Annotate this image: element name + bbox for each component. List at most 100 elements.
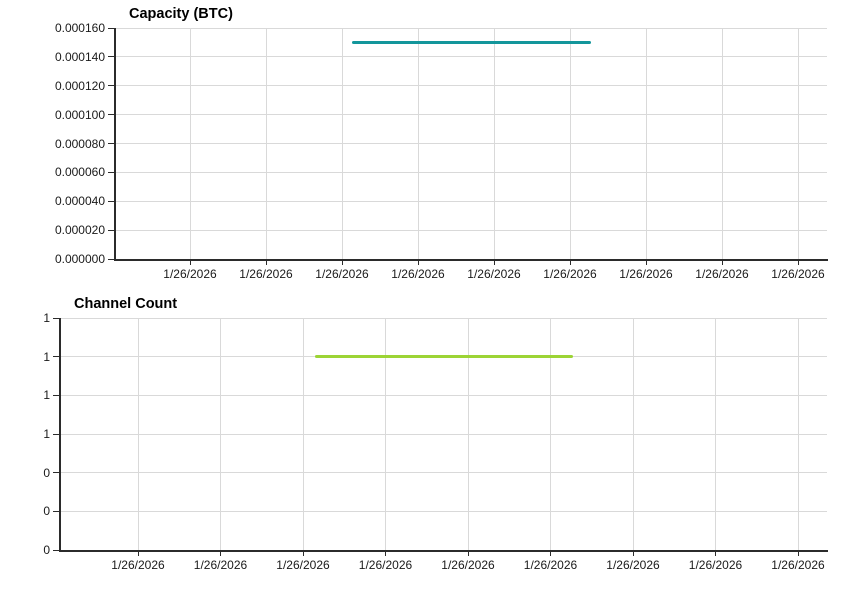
horizontal-gridline: [115, 171, 827, 173]
y-axis-tick-label: 0: [43, 504, 50, 519]
horizontal-gridline: [115, 200, 827, 202]
x-axis-tick-mark: [645, 259, 647, 265]
x-axis-tick-mark: [797, 550, 799, 556]
y-axis-tick-mark: [108, 114, 115, 116]
x-axis-tick-mark: [493, 259, 495, 265]
y-axis-line: [59, 318, 61, 551]
x-axis-tick-label: 1/26/2026: [619, 267, 673, 281]
vertical-gridline: [137, 318, 139, 550]
x-axis-line: [114, 259, 828, 261]
x-axis-tick-mark: [220, 550, 221, 556]
x-axis-tick-label: 1/26/2026: [239, 267, 293, 281]
x-axis-tick-label: 1/26/2026: [695, 267, 749, 281]
x-axis-tick-mark: [797, 259, 799, 265]
x-axis-tick-label: 1/26/2026: [358, 558, 413, 572]
y-axis-tick-mark: [108, 27, 115, 29]
x-axis-tick-mark: [632, 550, 634, 556]
y-axis-tick-label: 0.000020: [54, 223, 105, 238]
vertical-gridline: [220, 318, 221, 550]
y-axis-tick-label: 1: [43, 388, 50, 403]
y-axis-tick-label: 0.000120: [54, 78, 105, 93]
vertical-gridline: [189, 28, 191, 259]
y-axis-line: [114, 28, 116, 260]
x-axis-tick-mark: [302, 550, 304, 556]
y-axis-tick-mark: [108, 85, 115, 87]
y-axis-tick-label: 1: [43, 349, 50, 364]
x-axis-tick-label: 1/26/2026: [467, 267, 521, 281]
vertical-gridline: [569, 28, 571, 259]
horizontal-gridline: [115, 85, 827, 87]
horizontal-gridline: [60, 317, 827, 319]
y-axis-tick-mark: [53, 356, 60, 358]
horizontal-gridline: [115, 114, 827, 116]
x-axis-tick-label: 1/26/2026: [193, 558, 248, 572]
channel-count-chart-title: Channel Count: [74, 296, 178, 312]
x-axis-tick-label: 1/26/2026: [163, 267, 217, 281]
horizontal-gridline: [115, 143, 827, 144]
vertical-gridline: [385, 318, 386, 550]
x-axis-tick-mark: [467, 550, 469, 556]
y-axis-tick-label: 0.000100: [54, 107, 105, 122]
y-axis-tick-label: 0.000080: [54, 136, 105, 151]
vertical-gridline: [417, 28, 419, 259]
y-axis-tick-label: 0.000060: [54, 165, 105, 180]
x-axis-tick-label: 1/26/2026: [523, 558, 578, 572]
y-axis-tick-mark: [108, 171, 115, 173]
vertical-gridline: [467, 318, 469, 550]
vertical-gridline: [797, 28, 799, 259]
y-axis-tick-mark: [108, 258, 115, 260]
vertical-gridline: [645, 28, 647, 259]
x-axis-tick-mark: [341, 259, 343, 265]
y-axis-tick-label: 0.000040: [54, 194, 105, 209]
horizontal-gridline: [60, 433, 827, 435]
vertical-gridline: [715, 318, 716, 550]
y-axis-tick-label: 0.000000: [54, 252, 105, 266]
horizontal-gridline: [60, 394, 827, 396]
x-axis-line: [59, 550, 828, 552]
x-axis-tick-mark: [550, 550, 551, 556]
horizontal-gridline: [115, 27, 827, 29]
horizontal-gridline: [115, 56, 827, 58]
x-axis-tick-mark: [721, 259, 723, 265]
y-axis-tick-mark: [108, 200, 115, 202]
x-axis-tick-label: 1/26/2026: [543, 267, 597, 281]
y-axis-tick-mark: [108, 56, 115, 58]
x-axis-tick-label: 1/26/2026: [771, 558, 825, 572]
vertical-gridline: [341, 28, 343, 259]
x-axis-tick-label: 1/26/2026: [111, 558, 165, 572]
y-axis-tick-label: 0.000140: [54, 49, 105, 64]
y-axis-tick-label: 0.000160: [54, 21, 105, 35]
capacity-chart-title: Capacity (BTC): [129, 6, 233, 22]
x-axis-tick-label: 1/26/2026: [606, 558, 660, 572]
x-axis-tick-label: 1/26/2026: [771, 267, 825, 281]
horizontal-gridline: [115, 229, 827, 231]
vertical-gridline: [550, 318, 551, 550]
series-line-channel-count: [315, 355, 574, 359]
y-axis-tick-mark: [108, 143, 115, 144]
x-axis-tick-mark: [137, 550, 139, 556]
y-axis-tick-label: 0: [43, 543, 50, 557]
x-axis-tick-mark: [715, 550, 716, 556]
x-axis-tick-label: 1/26/2026: [276, 558, 330, 572]
horizontal-gridline: [60, 510, 827, 512]
vertical-gridline: [493, 28, 495, 259]
y-axis-tick-mark: [53, 549, 60, 551]
x-axis-tick-label: 1/26/2026: [688, 558, 743, 572]
y-axis-tick-mark: [53, 433, 60, 435]
vertical-gridline: [265, 28, 267, 259]
horizontal-gridline: [60, 472, 827, 474]
vertical-gridline: [797, 318, 799, 550]
x-axis-tick-mark: [385, 550, 386, 556]
y-axis-tick-label: 1: [43, 311, 50, 325]
x-axis-tick-label: 1/26/2026: [391, 267, 445, 281]
x-axis-tick-mark: [417, 259, 419, 265]
vertical-gridline: [721, 28, 723, 259]
x-axis-tick-mark: [569, 259, 571, 265]
y-axis-tick-mark: [53, 472, 60, 474]
x-axis-tick-mark: [265, 259, 267, 265]
y-axis-tick-mark: [108, 229, 115, 231]
y-axis-tick-mark: [53, 510, 60, 512]
